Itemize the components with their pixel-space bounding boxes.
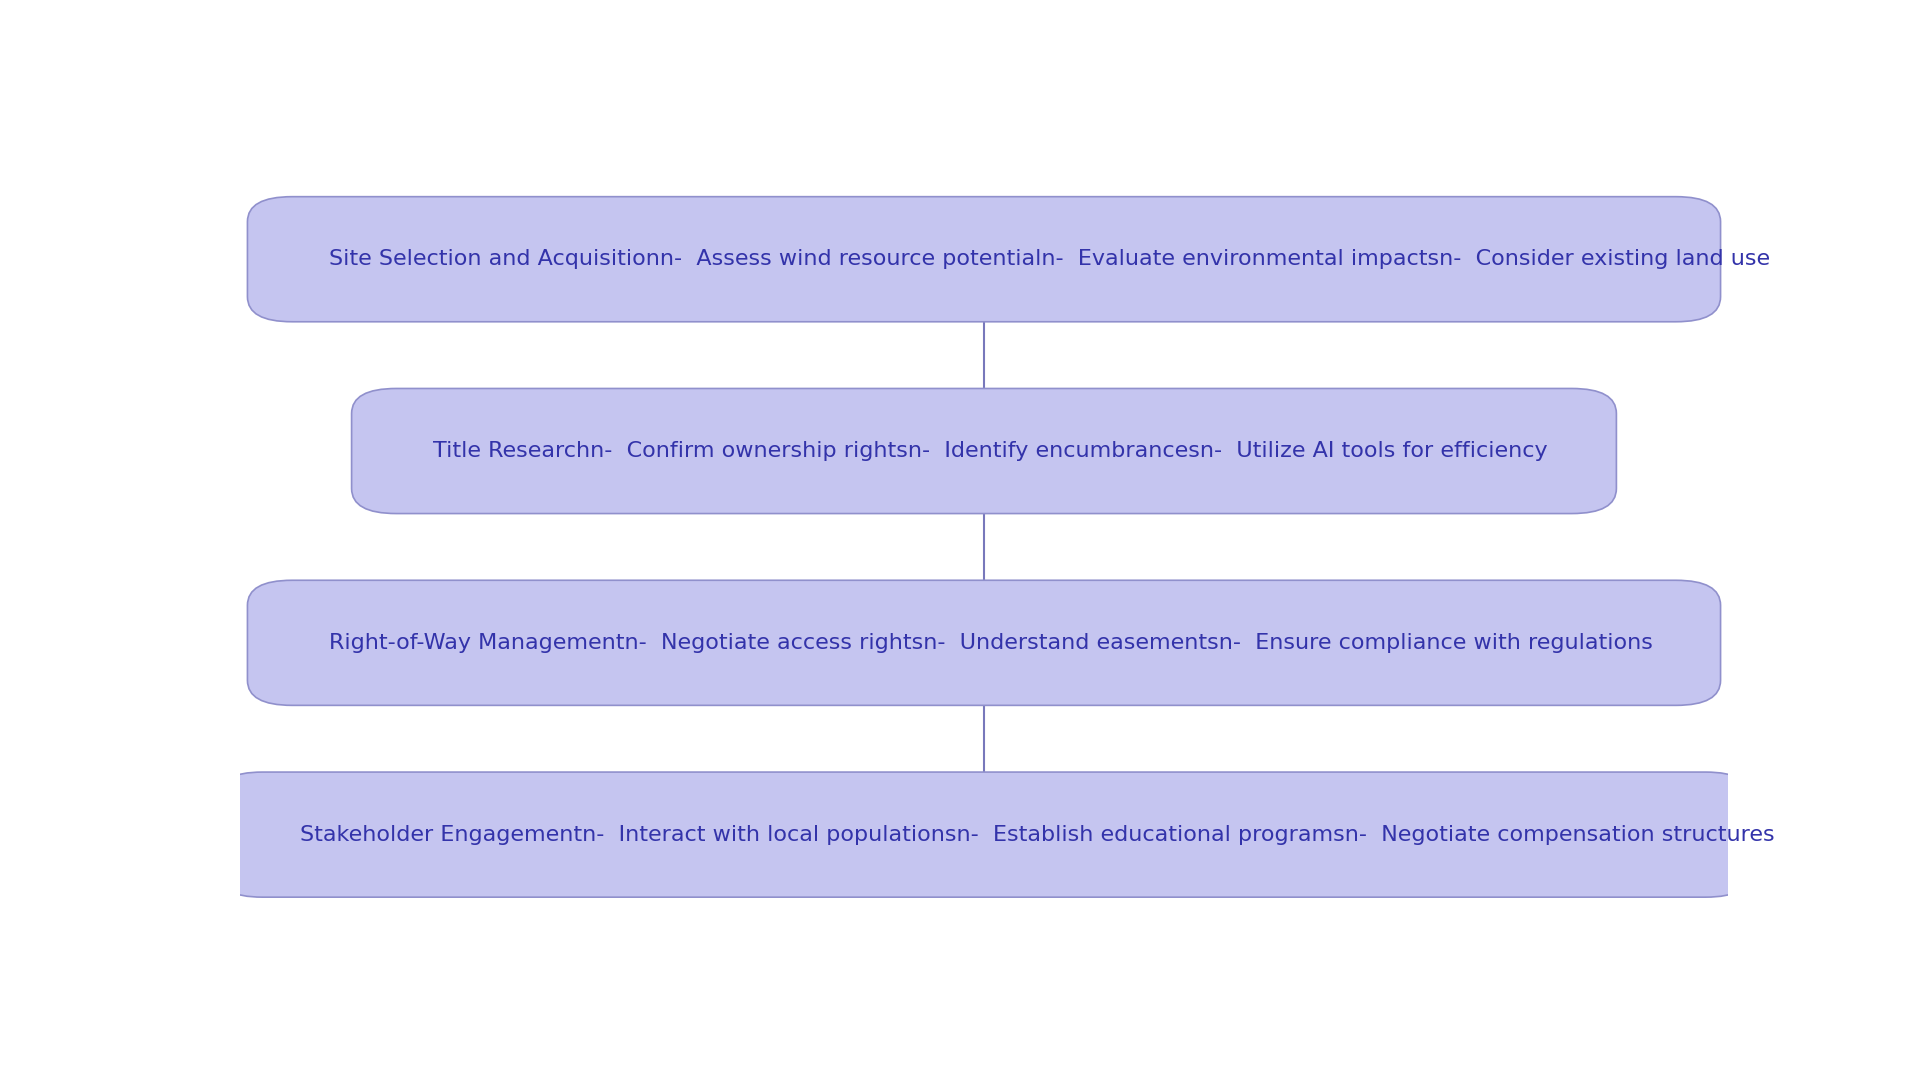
Text: Site Selection and Acquisitionn-  Assess wind resource potentialn-  Evaluate env: Site Selection and Acquisitionn- Assess … xyxy=(330,249,1770,270)
FancyBboxPatch shape xyxy=(248,580,1720,705)
FancyBboxPatch shape xyxy=(248,197,1720,322)
FancyBboxPatch shape xyxy=(217,772,1751,897)
Text: Title Researchn-  Confirm ownership rightsn-  Identify encumbrancesn-  Utilize A: Title Researchn- Confirm ownership right… xyxy=(434,441,1548,461)
FancyBboxPatch shape xyxy=(351,389,1617,513)
Text: Right-of-Way Managementn-  Negotiate access rightsn-  Understand easementsn-  En: Right-of-Way Managementn- Negotiate acce… xyxy=(330,632,1653,653)
Text: Stakeholder Engagementn-  Interact with local populationsn-  Establish education: Stakeholder Engagementn- Interact with l… xyxy=(300,824,1774,845)
